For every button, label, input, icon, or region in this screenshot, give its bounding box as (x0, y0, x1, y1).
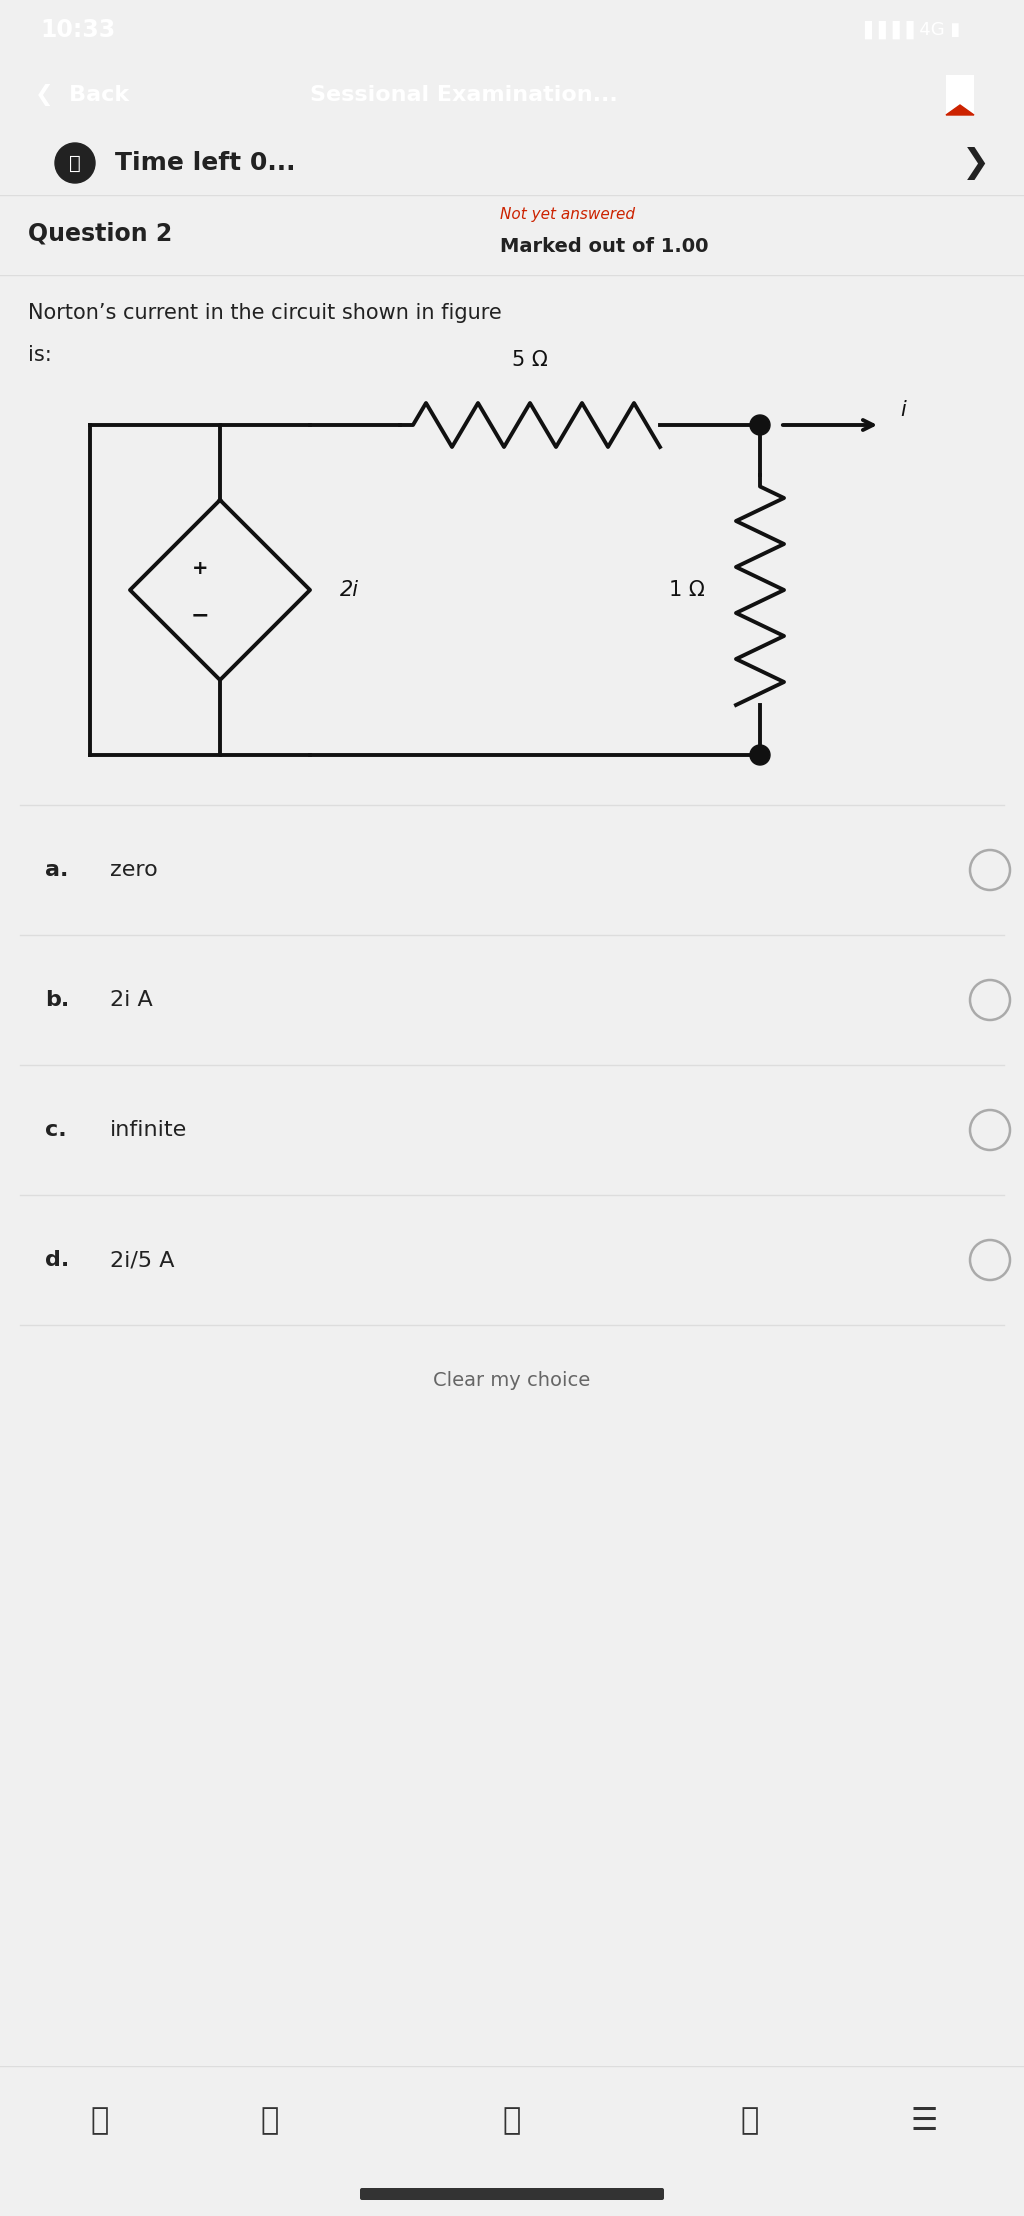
Text: Norton’s current in the circuit shown in figure: Norton’s current in the circuit shown in… (28, 304, 502, 324)
Text: zero: zero (110, 860, 158, 880)
Circle shape (750, 414, 770, 434)
Text: Time left 0...: Time left 0... (115, 151, 296, 175)
Circle shape (55, 144, 95, 184)
FancyBboxPatch shape (360, 2187, 664, 2200)
Text: 💬: 💬 (503, 2107, 521, 2136)
Text: i: i (900, 401, 906, 421)
Text: Question 2: Question 2 (28, 222, 172, 246)
Text: 2i: 2i (340, 581, 359, 601)
Text: 🔔: 🔔 (741, 2107, 759, 2136)
Polygon shape (946, 104, 974, 115)
Text: d.: d. (45, 1250, 70, 1270)
Text: a.: a. (45, 860, 69, 880)
Text: 🐛: 🐛 (91, 2107, 110, 2136)
Text: 10:33: 10:33 (40, 18, 116, 42)
Text: b.: b. (45, 991, 70, 1010)
Text: ☰: ☰ (910, 2107, 938, 2136)
Text: Not yet answered: Not yet answered (500, 208, 635, 222)
Text: is:: is: (28, 346, 52, 366)
Text: Sessional Examination...: Sessional Examination... (310, 84, 617, 104)
Text: 2i/5 A: 2i/5 A (110, 1250, 174, 1270)
Text: 5 Ω: 5 Ω (512, 350, 548, 370)
Text: ❯: ❯ (962, 146, 990, 179)
Text: infinite: infinite (110, 1119, 187, 1139)
Circle shape (750, 745, 770, 765)
Text: ❮  Back: ❮ Back (35, 84, 129, 106)
FancyBboxPatch shape (946, 75, 974, 115)
Text: 🕐: 🕐 (70, 153, 81, 173)
Text: ⬜: ⬜ (261, 2107, 280, 2136)
Text: ▐▐▐▐ 4G ▮: ▐▐▐▐ 4G ▮ (858, 20, 961, 40)
Text: 2i A: 2i A (110, 991, 153, 1010)
Text: 1 Ω: 1 Ω (670, 581, 705, 601)
Text: −: − (190, 605, 209, 625)
Text: Marked out of 1.00: Marked out of 1.00 (500, 237, 709, 257)
Text: Clear my choice: Clear my choice (433, 1369, 591, 1389)
Text: +: + (191, 558, 208, 578)
Text: c.: c. (45, 1119, 67, 1139)
